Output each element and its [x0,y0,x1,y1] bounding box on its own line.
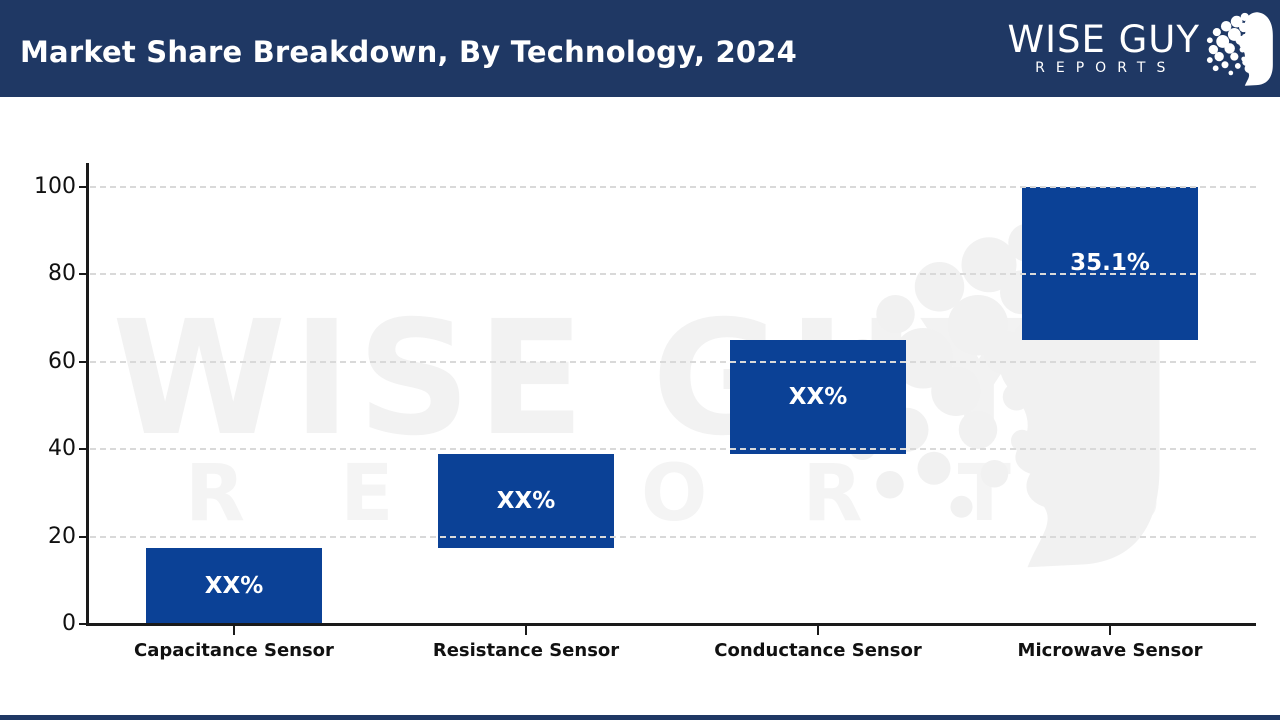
x-axis-line [86,623,1256,626]
y-axis-tick-label: 20 [48,523,76,549]
bar-resistance-sensor [438,453,614,549]
y-axis-tickmark [79,360,88,363]
x-axis-tickmark [817,626,819,635]
gridline-40 [90,448,1256,450]
page-title: Market Share Breakdown, By Technology, 2… [20,34,798,69]
wiseguy-logo: WISE GUY REPORTS [1008,10,1280,88]
y-axis-tick-label: 80 [48,261,76,286]
x-axis-category-label: Conductance Sensor [714,640,922,661]
x-axis-category-label: Microwave Sensor [1017,640,1203,661]
y-axis-tickmark [79,185,88,188]
x-axis-tickmark [233,626,235,635]
bar-value-label: XX% [496,488,556,515]
y-axis-tick-label: 0 [62,611,76,636]
y-axis-tickmark [79,535,88,538]
y-axis-tickmark [79,273,88,275]
x-axis-tickmark [1109,626,1111,635]
bar-value-label: XX% [204,573,264,600]
logo-subtext: REPORTS [1035,59,1177,76]
y-axis-tickmark [79,623,88,625]
bottom-accent-strip [0,715,1280,720]
bar-value-label: XX% [788,383,848,410]
gridline-20 [90,535,1256,538]
y-axis-tickmark [79,448,88,450]
gridline-60 [90,360,1256,363]
logo-face-icon [1204,10,1274,88]
logo-wordmark: WISE GUY [1007,18,1200,62]
y-axis-tick-label: 100 [34,173,76,199]
logo-text: WISE GUY REPORTS [1007,18,1200,76]
bar-capacitance-sensor [146,548,322,624]
header: Market Share Breakdown, By Technology, 2… [0,0,1280,97]
x-axis-tickmark [525,626,527,635]
gridline-100 [90,185,1256,188]
x-axis-category-label: Capacitance Sensor [134,640,334,661]
y-axis-line [86,163,89,626]
bar-conductance-sensor [730,340,906,454]
y-axis-tick-label: 60 [48,348,76,374]
bar-value-label: 35.1% [1070,250,1150,277]
gridline-80 [90,273,1256,275]
x-axis-category-label: Resistance Sensor [432,640,620,661]
y-axis-tick-label: 40 [48,436,76,461]
chart-area: WISE GUY R E P O R T S 0 20 40 60 80 100 XX% Ca… [0,97,1280,716]
bar-microwave-sensor [1022,186,1198,341]
